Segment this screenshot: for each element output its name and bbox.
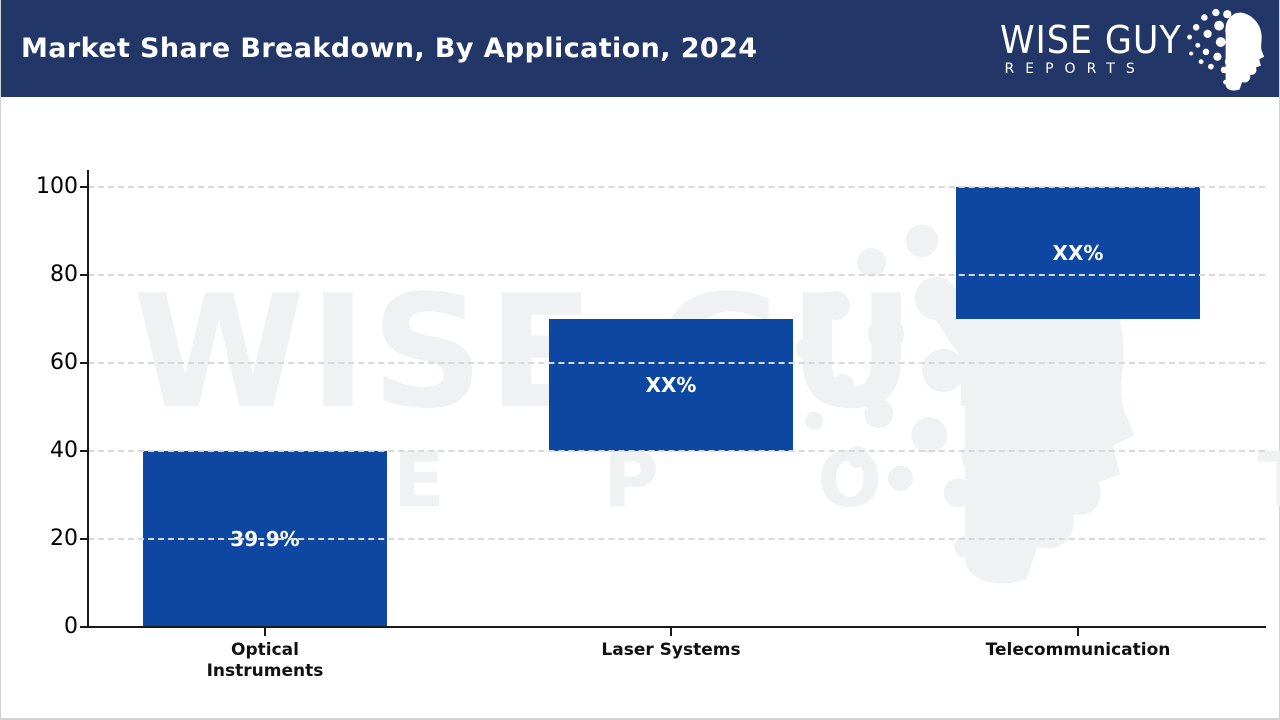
gridline bbox=[88, 186, 1265, 188]
header-bar: Market Share Breakdown, By Application, … bbox=[1, 0, 1279, 97]
logo-text: WISE GUY REPORTS bbox=[1000, 20, 1197, 77]
logo-subtitle: REPORTS bbox=[1004, 61, 1146, 77]
gridline bbox=[88, 274, 1265, 276]
y-tick-mark bbox=[80, 362, 88, 364]
y-axis-spine bbox=[87, 170, 89, 628]
gridline bbox=[88, 362, 1265, 364]
gridline bbox=[88, 538, 1265, 540]
x-category-label: Telecommunication bbox=[985, 640, 1171, 660]
y-tick-mark bbox=[80, 538, 88, 540]
y-tick-mark bbox=[80, 626, 88, 628]
y-tick-mark bbox=[80, 450, 88, 452]
wise-guy-reports-logo: WISE GUY REPORTS bbox=[1000, 6, 1265, 92]
x-axis-spine bbox=[87, 626, 1266, 628]
y-tick-label: 60 bbox=[50, 350, 78, 375]
y-tick-label: 0 bbox=[64, 614, 78, 639]
y-tick-mark bbox=[80, 186, 88, 188]
y-tick-label: 80 bbox=[50, 262, 78, 287]
bar-segment: XX% bbox=[956, 187, 1200, 319]
x-tick-mark bbox=[670, 628, 672, 636]
x-tick-mark bbox=[1077, 628, 1079, 636]
x-category-label: Laser Systems bbox=[601, 640, 741, 660]
dotted-head-icon bbox=[1187, 8, 1265, 91]
x-tick-mark bbox=[264, 628, 266, 636]
y-tick-label: 40 bbox=[50, 438, 78, 463]
page-title: Market Share Breakdown, By Application, … bbox=[21, 33, 758, 64]
bar-value-label: XX% bbox=[645, 373, 697, 397]
y-tick-label: 20 bbox=[50, 526, 78, 551]
y-tick-mark bbox=[80, 274, 88, 276]
bar-segment: XX% bbox=[549, 319, 793, 451]
watermark-head-icon bbox=[796, 224, 1135, 584]
gridline bbox=[88, 450, 1265, 452]
y-tick-label: 100 bbox=[36, 174, 78, 199]
x-category-label: Optical Instruments bbox=[206, 640, 324, 681]
bar-value-label: XX% bbox=[1052, 241, 1104, 265]
logo-wordmark: WISE GUY bbox=[999, 18, 1182, 62]
